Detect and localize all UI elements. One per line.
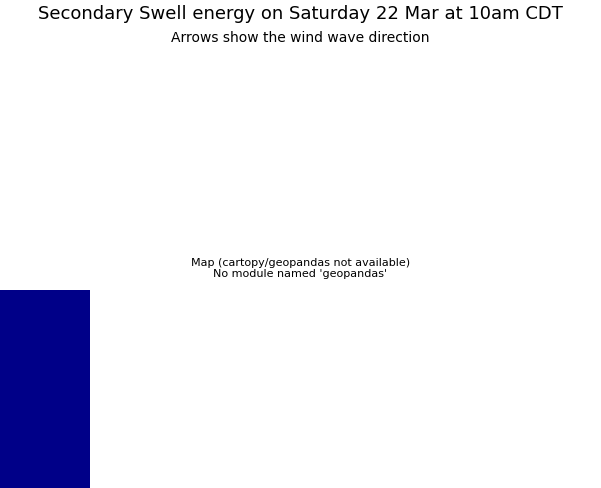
Text: Map (cartopy/geopandas not available)
No module named 'geopandas': Map (cartopy/geopandas not available) No…: [191, 257, 410, 279]
Text: Arrows show the wind wave direction: Arrows show the wind wave direction: [171, 31, 430, 45]
Text: Secondary Swell energy on Saturday 22 Mar at 10am CDT: Secondary Swell energy on Saturday 22 Ma…: [38, 5, 563, 23]
FancyBboxPatch shape: [0, 290, 90, 488]
